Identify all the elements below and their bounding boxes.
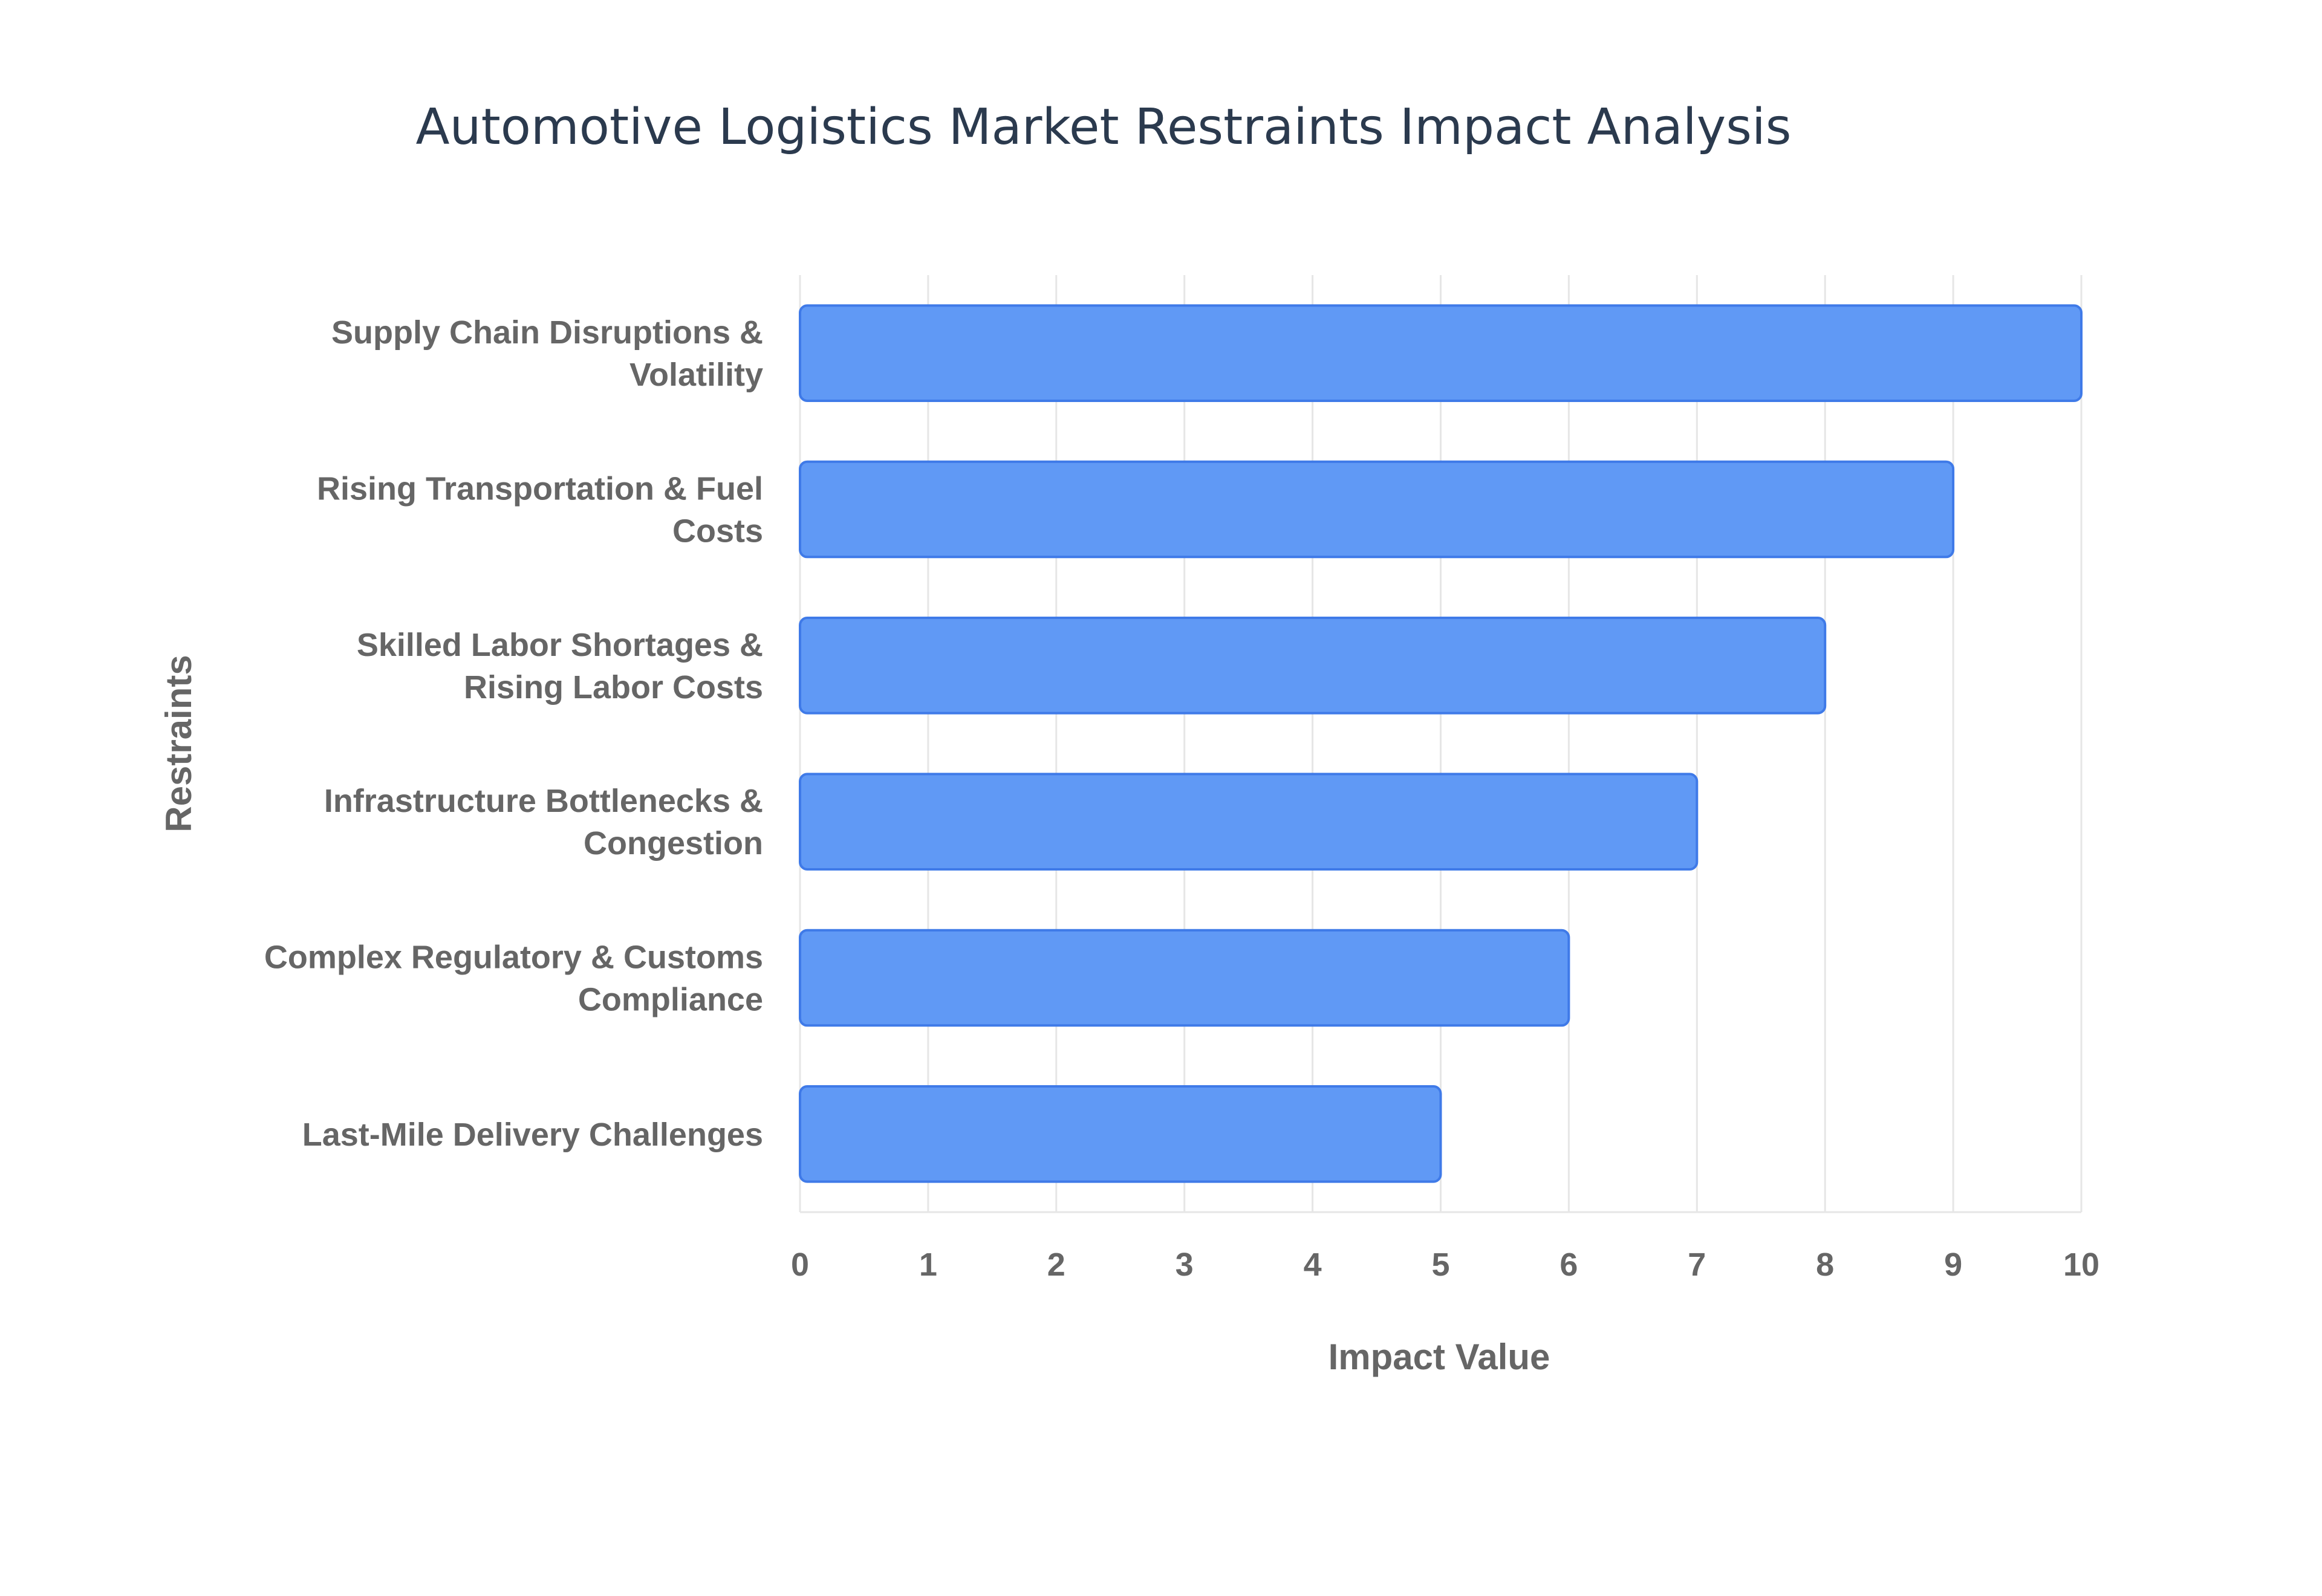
bar <box>799 460 1955 559</box>
x-tick-label: 3 <box>1176 1247 1194 1283</box>
bar <box>799 773 1699 871</box>
category-label: Complex Regulatory & Customs Compliance <box>264 939 763 1018</box>
x-tick-label: 10 <box>2063 1247 2099 1283</box>
bar <box>799 617 1827 715</box>
category-label: Supply Chain Disruptions & Volatility <box>331 314 763 393</box>
x-axis-title: Impact Value <box>1328 1337 1550 1377</box>
category-label: Last-Mile Delivery Challenges <box>302 1117 763 1153</box>
x-tick-label: 4 <box>1304 1247 1322 1283</box>
grid-lines <box>799 275 2083 1213</box>
category-labels: Supply Chain Disruptions & Volatility Risi… <box>264 314 763 1153</box>
x-tick-label: 8 <box>1816 1247 1834 1283</box>
x-tick-label: 1 <box>919 1247 937 1283</box>
x-tick-label: 9 <box>1944 1247 1962 1283</box>
x-tick-label: 5 <box>1431 1247 1449 1283</box>
y-axis-title: Restraints <box>158 655 199 832</box>
category-label: Rising Transportation & Fuel Costs <box>317 471 763 550</box>
bar <box>799 929 1570 1027</box>
x-tick-label: 2 <box>1047 1247 1065 1283</box>
chart-title: Automotive Logistics Market Restraints I… <box>416 99 1792 156</box>
x-tick-label: 0 <box>791 1247 809 1283</box>
x-tick-labels: 0 1 2 3 4 5 6 7 8 9 10 <box>791 1247 2099 1283</box>
x-tick-label: 6 <box>1559 1247 1578 1283</box>
category-label: Skilled Labor Shortages & Rising Labor Co… <box>357 627 763 706</box>
bar <box>799 304 2083 402</box>
x-tick-label: 7 <box>1688 1247 1706 1283</box>
bars <box>799 304 2083 1183</box>
category-label: Infrastructure Bottlenecks & Congestion <box>324 783 763 861</box>
bar <box>799 1085 1442 1183</box>
